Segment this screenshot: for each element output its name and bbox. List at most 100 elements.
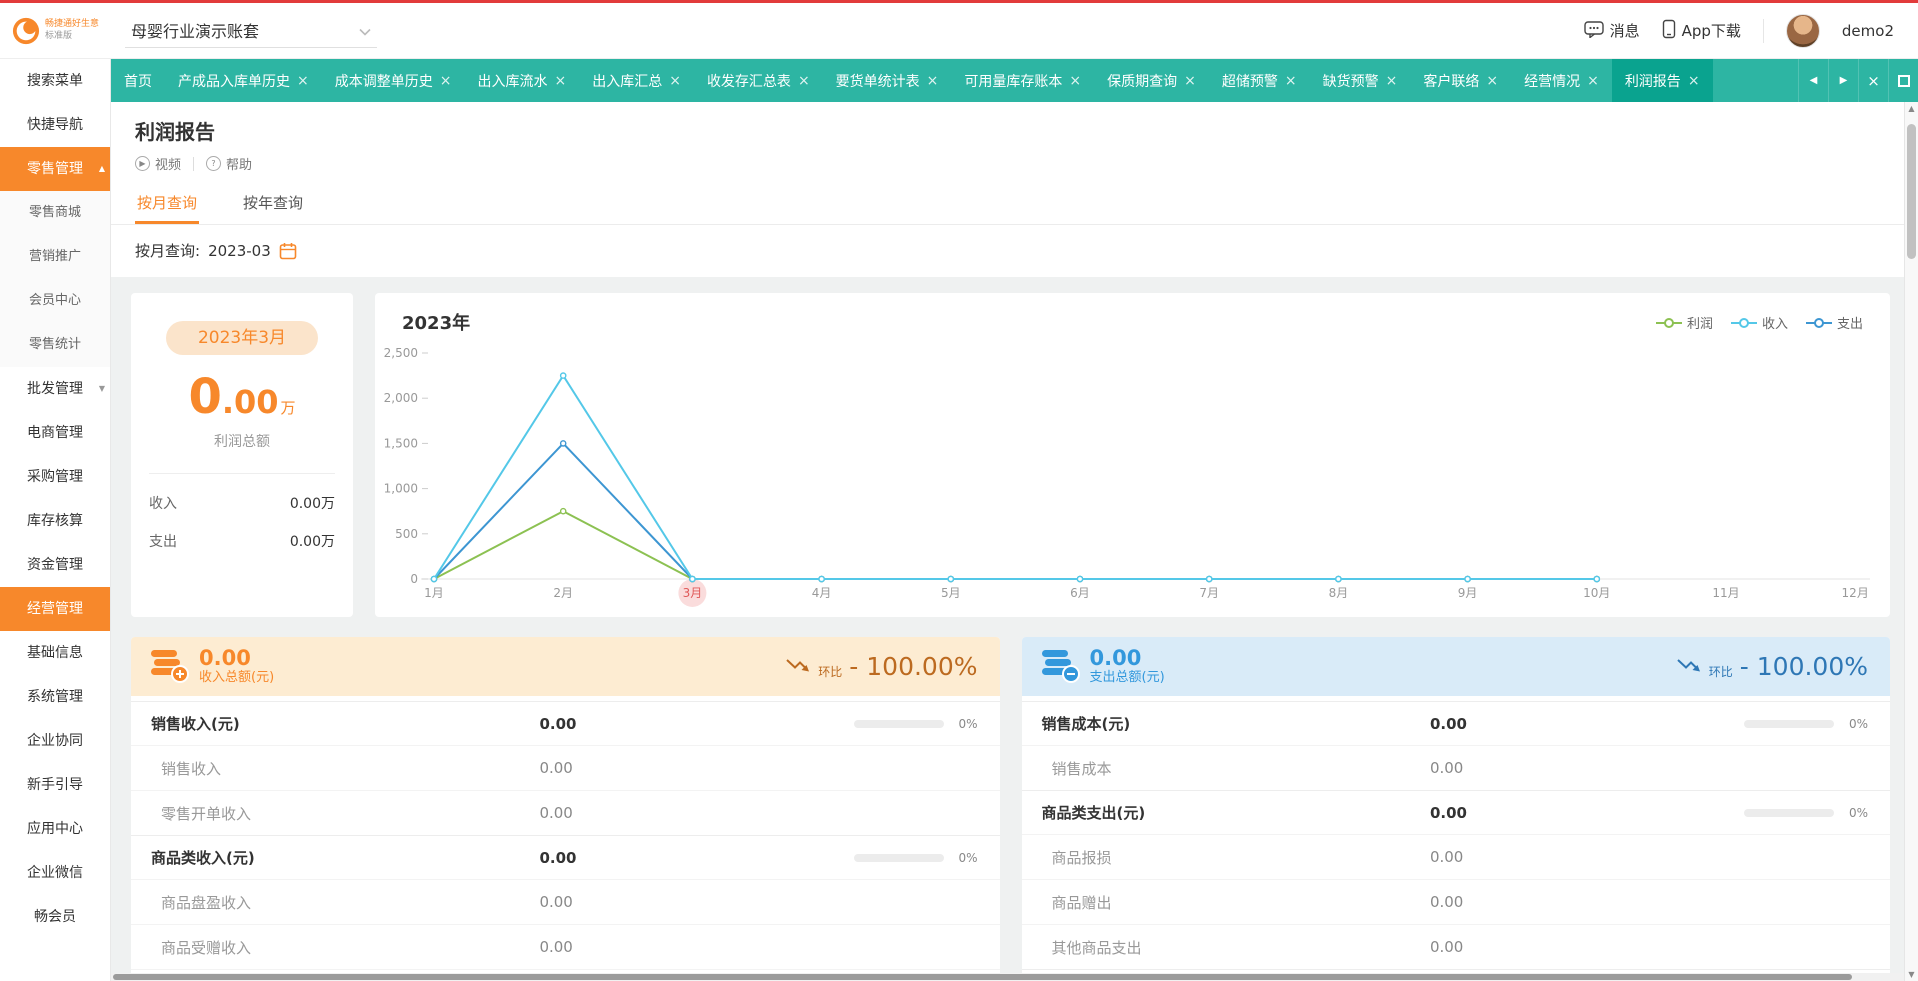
sidebar-item[interactable]: 批发管理 ▼ xyxy=(0,367,110,411)
sidebar-item-label: 搜索菜单 xyxy=(27,73,83,89)
app-tab[interactable]: 缺货预警 × xyxy=(1310,59,1411,102)
sidebar-item[interactable]: 系统管理 xyxy=(0,675,110,719)
fin-row-extra: 0% xyxy=(1728,806,1868,820)
tab-close-icon[interactable]: × xyxy=(1486,72,1499,89)
progress-percent: 0% xyxy=(958,716,978,731)
fin-row-label: 销售收入 xyxy=(161,759,222,778)
expense-ratio-value: - 100.00% xyxy=(1739,652,1868,681)
app-tab[interactable]: 经营情况 × xyxy=(1511,59,1612,102)
svg-text:0: 0 xyxy=(410,572,418,586)
sidebar-item[interactable]: 企业微信 xyxy=(0,851,110,895)
sidebar-item[interactable]: 基础信息 xyxy=(0,631,110,675)
app-tab[interactable]: 出入库流水 × xyxy=(464,59,579,102)
horizontal-scrollbar-thumb[interactable] xyxy=(113,974,1853,980)
tab-yearly-query[interactable]: 按年查询 xyxy=(243,194,304,212)
sidebar-item[interactable]: 采购管理 xyxy=(0,455,110,499)
sidebar-item[interactable]: 零售统计 xyxy=(0,323,110,367)
app-tab[interactable]: 产成品入库单历史 × xyxy=(165,59,322,102)
legend-item[interactable]: 支出 xyxy=(1805,313,1863,332)
app-tab-label: 产成品入库单历史 xyxy=(178,73,290,90)
app-tab[interactable]: 首页 xyxy=(111,59,165,102)
sidebar-item-label: 电商管理 xyxy=(27,425,83,441)
app-tab[interactable]: 利润报告 × xyxy=(1611,59,1713,102)
chevron-down-icon xyxy=(359,21,371,40)
tab-close-icon[interactable]: × xyxy=(554,72,567,89)
app-tab[interactable]: 客户联络 × xyxy=(1410,59,1511,102)
tab-close-icon[interactable]: × xyxy=(439,72,452,89)
sidebar-item[interactable]: 快捷导航 xyxy=(0,103,110,147)
tab-close-icon[interactable]: × xyxy=(1587,72,1599,89)
tabs-scroll-left-button[interactable]: ◀ xyxy=(1798,59,1828,102)
app-tab[interactable]: 可用量库存账本 × xyxy=(951,59,1094,102)
sidebar-item[interactable]: 应用中心 xyxy=(0,807,110,851)
legend-item[interactable]: 利润 xyxy=(1655,313,1713,332)
profit-total-unit: 万 xyxy=(280,399,296,417)
tab-close-icon[interactable]: × xyxy=(297,72,309,89)
sidebar-item[interactable]: 畅会员 xyxy=(0,895,110,939)
message-icon xyxy=(1583,20,1604,42)
app-tab[interactable]: 出入库汇总 × xyxy=(579,59,694,102)
filter-bar: 按月查询: 2023-03 xyxy=(111,225,1904,277)
legend-item[interactable]: 收入 xyxy=(1730,313,1788,332)
sidebar-item[interactable]: 库存核算 xyxy=(0,499,110,543)
app-tab[interactable]: 超储预警 × xyxy=(1209,59,1310,102)
app-tab[interactable]: 成本调整单历史 × xyxy=(322,59,465,102)
tab-close-icon[interactable]: × xyxy=(926,72,939,89)
scroll-down-icon[interactable]: ▼ xyxy=(1908,970,1915,979)
app-download-button[interactable]: App下载 xyxy=(1662,19,1741,43)
fin-row-value: 0.00 xyxy=(1429,803,1467,822)
sidebar-item[interactable]: 搜索菜单 xyxy=(0,59,110,103)
vertical-scrollbar-thumb[interactable] xyxy=(1907,124,1916,259)
legend-line-icon xyxy=(1805,317,1832,328)
tab-monthly-query[interactable]: 按月查询 xyxy=(135,183,200,224)
filter-month-value[interactable]: 2023-03 xyxy=(208,241,271,260)
profit-total-fraction: .00 xyxy=(221,383,279,421)
sidebar-item[interactable]: 零售商城 xyxy=(0,191,110,235)
scroll-up-icon[interactable]: ▲ xyxy=(1908,104,1915,113)
app-tab[interactable]: 收发存汇总表 × xyxy=(694,59,823,102)
sidebar-item[interactable]: 会员中心 xyxy=(0,279,110,323)
video-link[interactable]: ▶ 视频 xyxy=(135,154,181,173)
app-tab[interactable]: 保质期查询 × xyxy=(1094,59,1209,102)
cards-area: 2023年3月 0.00 万 利润总额 收入 0.00万 支出 0.00万 2023年 xyxy=(111,277,1904,981)
account-select[interactable]: 母婴行业演示账套 xyxy=(125,14,377,48)
app-tab[interactable]: 要货单统计表 × xyxy=(823,59,952,102)
tab-close-icon[interactable]: × xyxy=(1385,72,1398,89)
sidebar-item[interactable]: 经营管理 xyxy=(0,587,110,631)
tabs-scroll-right-button[interactable]: ▶ xyxy=(1828,59,1858,102)
messages-button[interactable]: 消息 xyxy=(1583,20,1640,42)
links-divider xyxy=(193,156,195,171)
fin-row: 商品类收入(元) 0.00 0% xyxy=(131,835,1000,880)
profit-chart-svg: 0 500 1,000 1,500 2,000 2,500 1月 2月 3月 4月 5月 6月 7月 8月… xyxy=(384,346,1870,607)
fin-row-label: 其他商品支出 xyxy=(1051,938,1142,957)
help-link[interactable]: ? 帮助 xyxy=(206,154,252,173)
sidebar-item[interactable]: 资金管理 xyxy=(0,543,110,587)
tab-close-icon[interactable]: × xyxy=(1184,72,1196,89)
horizontal-scrollbar[interactable] xyxy=(111,973,1904,981)
sidebar-item-label: 应用中心 xyxy=(27,821,83,837)
vertical-scrollbar[interactable]: ▲ ▼ xyxy=(1904,102,1918,981)
sidebar-item[interactable]: 零售管理 ▲ xyxy=(0,147,110,191)
username[interactable]: demo2 xyxy=(1841,21,1894,40)
sidebar-item[interactable]: 企业协同 xyxy=(0,719,110,763)
progress-percent: 0% xyxy=(1848,805,1868,820)
tabs-close-all-button[interactable]: × xyxy=(1858,59,1888,102)
avatar[interactable] xyxy=(1785,13,1820,48)
tab-close-icon[interactable]: × xyxy=(1284,72,1297,89)
sidebar-item[interactable]: 电商管理 xyxy=(0,411,110,455)
logo[interactable]: 畅捷通好生意 标准版 xyxy=(0,3,111,58)
tab-close-icon[interactable]: × xyxy=(1069,72,1082,89)
tab-close-icon[interactable]: × xyxy=(1687,72,1700,89)
sidebar-item[interactable]: 营销推广 xyxy=(0,235,110,279)
tab-close-icon[interactable]: × xyxy=(797,72,810,89)
sidebar-item-label: 新手引导 xyxy=(27,777,83,793)
topbar-right: 消息 App下载 demo2 xyxy=(1583,13,1918,48)
tab-close-icon[interactable]: × xyxy=(669,72,681,89)
calendar-icon[interactable] xyxy=(279,242,297,260)
svg-text:1月: 1月 xyxy=(424,586,444,600)
sidebar-item[interactable]: 新手引导 xyxy=(0,763,110,807)
fin-row-label: 商品受赠收入 xyxy=(161,938,252,957)
fullscreen-button[interactable] xyxy=(1888,59,1918,102)
summary-row: 收入 0.00万 xyxy=(149,484,335,522)
